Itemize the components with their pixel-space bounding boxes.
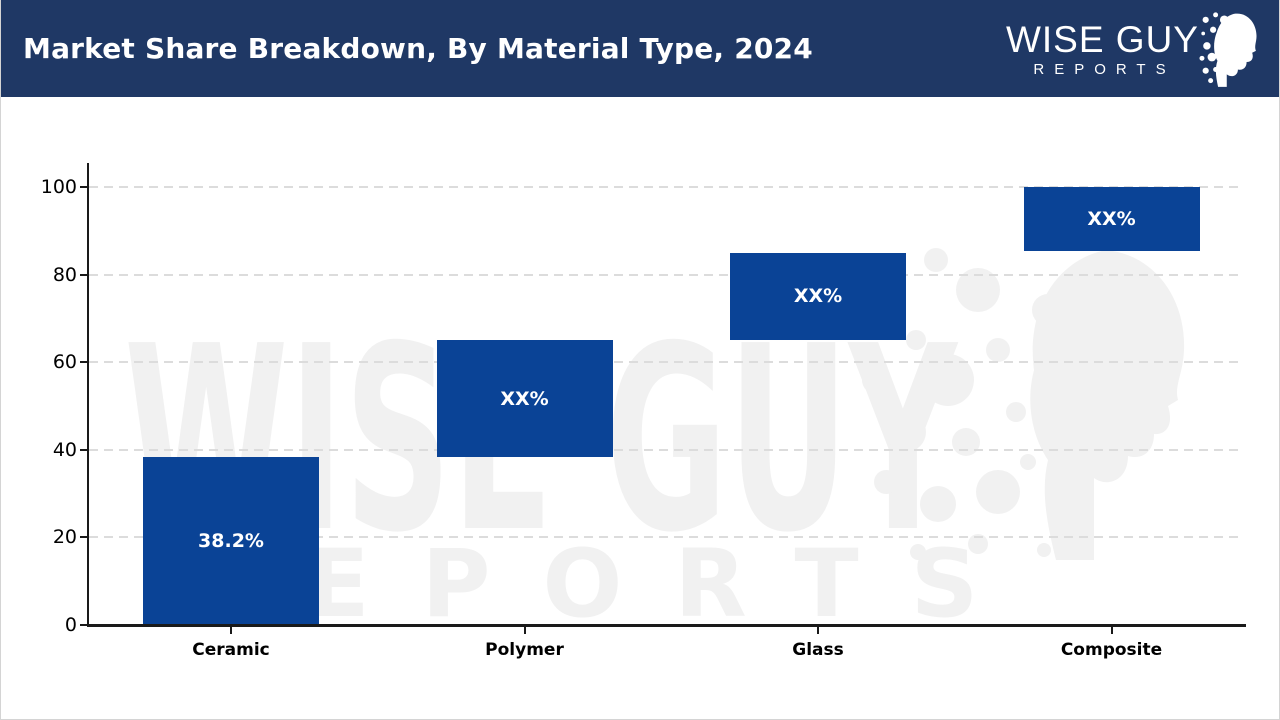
logo-face-icon bbox=[1199, 11, 1257, 87]
bar-value-label: XX% bbox=[500, 387, 549, 410]
gridline bbox=[89, 273, 1244, 276]
x-tick bbox=[230, 627, 232, 634]
bar-ceramic: 38.2% bbox=[143, 457, 319, 625]
y-tick-label: 20 bbox=[52, 526, 77, 548]
bar-composite: XX% bbox=[1023, 187, 1200, 251]
bar-value-label: XX% bbox=[793, 285, 843, 308]
page-title: Market Share Breakdown, By Material Type… bbox=[23, 32, 813, 65]
y-tick bbox=[80, 623, 87, 626]
bar-polymer: XX% bbox=[436, 340, 613, 458]
y-tick bbox=[80, 186, 87, 188]
y-tick-label: 40 bbox=[52, 438, 77, 461]
gridline bbox=[89, 448, 1244, 451]
bar-glass: XX% bbox=[730, 252, 906, 341]
y-axis-line bbox=[87, 163, 89, 627]
bar-value-label: XX% bbox=[1087, 207, 1136, 230]
gridline bbox=[89, 361, 1244, 363]
y-tick bbox=[80, 361, 87, 363]
logo-wordmark: WISE GUY bbox=[1005, 18, 1199, 60]
logo-subtitle: REPORTS bbox=[1033, 60, 1176, 78]
x-category-label: Glass bbox=[792, 640, 844, 660]
header-bar: Market Share Breakdown, By Material Type… bbox=[1, 0, 1279, 97]
x-category-label: Composite bbox=[1060, 640, 1163, 660]
y-tick-label: 100 bbox=[40, 176, 77, 198]
x-axis-line bbox=[87, 624, 1246, 627]
y-tick bbox=[80, 273, 87, 276]
x-tick bbox=[523, 627, 526, 634]
gridline bbox=[89, 536, 1244, 538]
x-category-label: Polymer bbox=[485, 640, 564, 660]
y-tick bbox=[80, 536, 87, 538]
bar-value-label: 38.2% bbox=[198, 529, 264, 552]
x-category-label: Ceramic bbox=[192, 640, 270, 660]
y-tick bbox=[80, 448, 87, 451]
x-tick bbox=[1110, 627, 1113, 634]
y-tick-label: 80 bbox=[52, 263, 77, 286]
wise-guy-logo: WISE GUY REPORTS bbox=[1006, 8, 1259, 90]
y-tick-label: 60 bbox=[52, 351, 77, 373]
x-tick bbox=[817, 627, 819, 634]
logo-text: WISE GUY REPORTS bbox=[1006, 21, 1199, 77]
gridline bbox=[89, 186, 1244, 188]
y-tick-label: 0 bbox=[64, 613, 77, 636]
plot-area: WISE GUY REPORTS 0 20 40 60 80 100 38.2% Cerami… bbox=[1, 97, 1279, 719]
